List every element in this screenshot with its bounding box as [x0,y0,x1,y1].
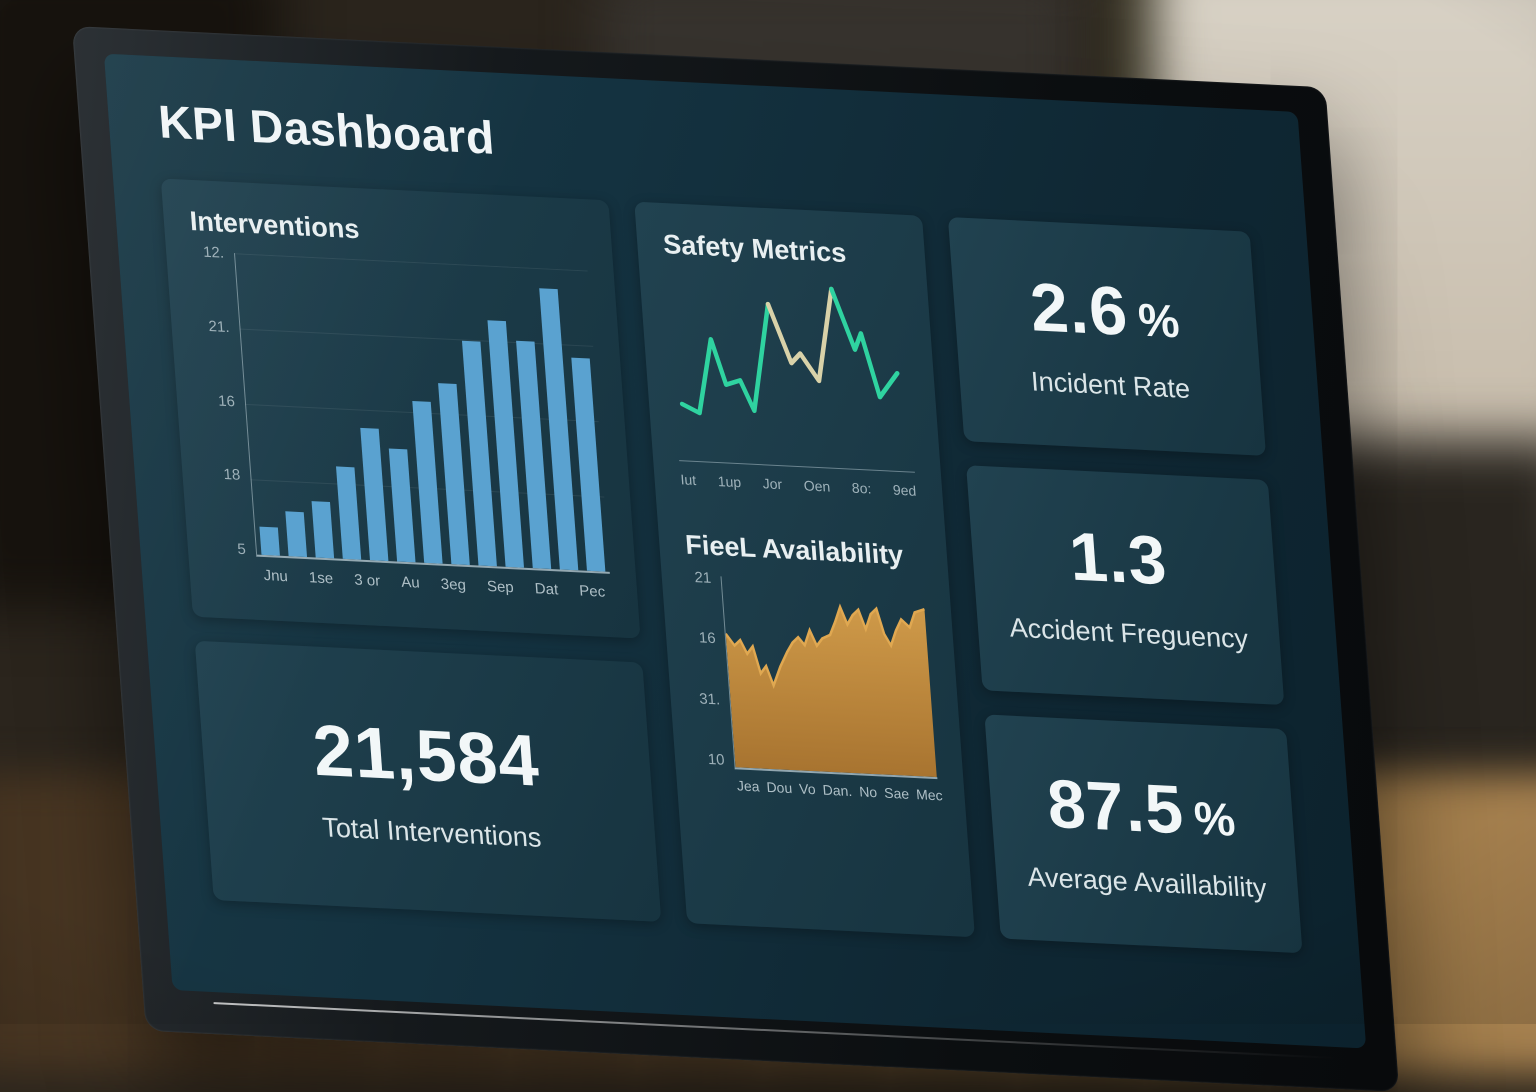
x-tick: Oen [803,477,831,495]
y-tick: 10 [707,750,726,769]
x-tick: 1up [717,473,742,491]
fleet-title: FieeL Availability [684,529,905,571]
column-left: Interventions 12. 21. 16 18 5 [160,178,662,922]
x-tick: Iut [679,471,697,489]
x-tick: Jnu [263,566,289,586]
x-tick: 3 or [353,571,381,590]
y-tick: 18 [222,466,241,485]
x-tick: Jor [762,475,783,493]
safety-fleet-card: Safety Metrics Iut 1up Jor Oen 8o: 9ed F… [634,201,975,938]
x-tick: 8o: [851,479,872,497]
interventions-chart: 12. 21. 16 18 5 [192,244,610,576]
x-tick: 3eg [440,575,467,594]
total-interventions-label: Total Interventions [321,811,543,853]
fleet-chart: 21 16 31. 10 [688,569,938,780]
fleet-x-axis: Jea Dou Vo Dan. No Sae Mec [736,777,943,803]
column-right: 2.6% Incident Rate 1.3 Accident Freguenc… [947,217,1303,954]
safety-axis-line [679,460,915,473]
x-tick: Sae [883,784,910,802]
x-tick: Dou [765,778,793,797]
y-tick: 31. [698,690,721,709]
value-unit: % [1192,791,1239,846]
y-tick: 16 [698,629,717,648]
interventions-title: Interventions [188,205,361,245]
interventions-card: Interventions 12. 21. 16 18 5 [160,178,641,639]
x-tick: 9ed [892,481,917,499]
value-number: 2.6 [1027,269,1131,351]
value-unit: % [1136,293,1183,348]
x-tick: Mec [915,786,944,804]
dashboard-grid: Interventions 12. 21. 16 18 5 [160,178,1312,954]
line-chart [679,286,900,416]
accident-frequency-label: Accident Freguency [1008,612,1250,655]
fleet-plot [720,576,938,780]
x-tick: Jea [736,777,760,795]
incident-rate-card: 2.6% Incident Rate [947,217,1267,457]
bar-chart [259,288,606,572]
y-tick: 5 [236,540,247,559]
total-interventions-value: 21,584 [310,709,543,802]
y-tick: 12. [202,243,225,262]
safety-plot [665,274,917,452]
x-tick: 1se [308,569,334,588]
y-tick: 16 [217,392,236,410]
safety-x-axis: Iut 1up Jor Oen 8o: 9ed [680,471,917,499]
y-tick: 21. [207,317,231,336]
interventions-plot [233,253,610,574]
x-tick: Vo [798,780,817,798]
column-middle: Safety Metrics Iut 1up Jor Oen 8o: 9ed F… [634,201,975,938]
value-number: 87.5 [1044,765,1187,849]
x-tick: Dat [534,580,559,599]
safety-title: Safety Metrics [662,229,848,269]
monitor-bezel: KPI Dashboard Interventions 12. 21. 16 1… [72,26,1400,1092]
average-availability-card: 87.5% Average Availlability [984,714,1303,954]
incident-rate-label: Incident Rate [1029,366,1192,405]
average-availability-value: 87.5% [1045,764,1239,852]
dashboard-screen: KPI Dashboard Interventions 12. 21. 16 1… [103,53,1367,1049]
accident-frequency-value: 1.3 [1067,518,1180,602]
y-tick: 21 [693,569,712,587]
area-chart [725,603,938,778]
x-tick: Dan. [822,781,853,800]
accident-frequency-card: 1.3 Accident Freguency [966,465,1285,705]
x-tick: Pec [578,582,606,601]
incident-rate-value: 2.6% [1028,268,1183,354]
value-unit [1176,543,1180,595]
x-tick: Au [400,573,421,592]
x-tick: No [858,783,878,801]
total-interventions-card: 21,584 Total Interventions [194,640,662,922]
average-availability-label: Average Availlability [1026,861,1268,904]
x-tick: Sep [486,577,515,597]
value-number: 1.3 [1066,518,1170,600]
